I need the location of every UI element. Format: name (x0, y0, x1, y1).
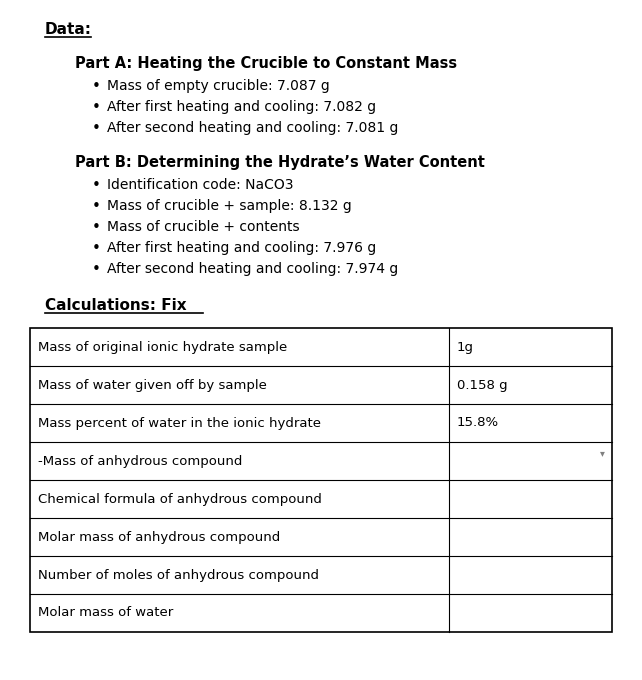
Text: •: • (92, 241, 101, 256)
Text: Mass of water given off by sample: Mass of water given off by sample (38, 379, 267, 392)
Text: After first heating and cooling: 7.082 g: After first heating and cooling: 7.082 g (107, 100, 376, 114)
Bar (30, 328, 612, 632)
Text: Number of moles of anhydrous compound: Number of moles of anhydrous compound (38, 568, 319, 581)
Text: •: • (92, 178, 101, 193)
Text: Molar mass of anhydrous compound: Molar mass of anhydrous compound (38, 530, 281, 543)
Text: Data:: Data: (45, 22, 92, 37)
Text: Part A: Heating the Crucible to Constant Mass: Part A: Heating the Crucible to Constant… (75, 56, 457, 71)
Text: •: • (92, 100, 101, 115)
Text: After second heating and cooling: 7.974 g: After second heating and cooling: 7.974 … (107, 262, 398, 276)
Text: After second heating and cooling: 7.081 g: After second heating and cooling: 7.081 … (107, 121, 399, 135)
Text: Calculations: Fix: Calculations: Fix (45, 298, 187, 313)
Text: Mass of crucible + sample: 8.132 g: Mass of crucible + sample: 8.132 g (107, 199, 352, 213)
Text: Mass of empty crucible: 7.087 g: Mass of empty crucible: 7.087 g (107, 79, 330, 93)
Text: •: • (92, 121, 101, 136)
Text: Molar mass of water: Molar mass of water (38, 607, 173, 619)
Text: After first heating and cooling: 7.976 g: After first heating and cooling: 7.976 g (107, 241, 376, 255)
Text: •: • (92, 199, 101, 214)
Text: Chemical formula of anhydrous compound: Chemical formula of anhydrous compound (38, 492, 322, 505)
Text: Identification code: NaCO3: Identification code: NaCO3 (107, 178, 293, 192)
Text: Mass of crucible + contents: Mass of crucible + contents (107, 220, 300, 234)
Text: •: • (92, 262, 101, 277)
Text: Part B: Determining the Hydrate’s Water Content: Part B: Determining the Hydrate’s Water … (75, 155, 485, 170)
Text: 15.8%: 15.8% (457, 416, 499, 430)
Text: •: • (92, 79, 101, 94)
Text: •: • (92, 220, 101, 235)
Text: 1g: 1g (457, 341, 474, 354)
Text: ▾: ▾ (600, 448, 604, 458)
Text: -Mass of anhydrous compound: -Mass of anhydrous compound (38, 454, 243, 468)
Text: 0.158 g: 0.158 g (457, 379, 508, 392)
Text: Mass percent of water in the ionic hydrate: Mass percent of water in the ionic hydra… (38, 416, 321, 430)
Text: Mass of original ionic hydrate sample: Mass of original ionic hydrate sample (38, 341, 287, 354)
